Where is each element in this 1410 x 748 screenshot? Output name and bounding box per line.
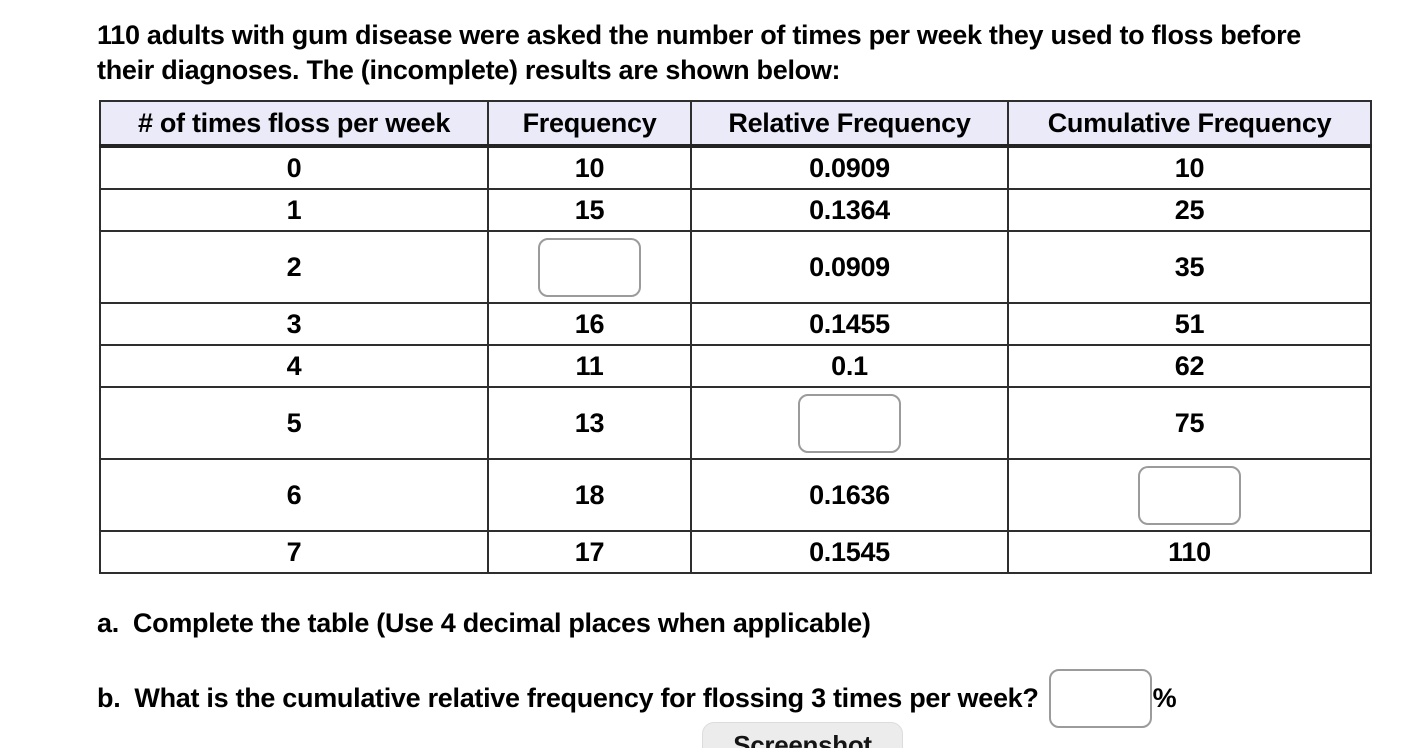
table-row: 5 13 75	[99, 386, 1372, 460]
cell-relative-frequency: 0.0909	[690, 230, 1009, 304]
question-a-text: Complete the table (Use 4 decimal places…	[132, 608, 871, 638]
cumulative-frequency-input-row-6[interactable]	[1138, 465, 1241, 525]
cell-times: 6	[99, 458, 489, 532]
col-header-relative-frequency: Relative Frequency	[690, 100, 1009, 148]
cell-cumulative-frequency: 110	[1007, 530, 1372, 574]
cell-frequency: 16	[487, 302, 692, 346]
cell-cumulative-frequency: 35	[1007, 230, 1372, 304]
frequency-input-row-2[interactable]	[538, 237, 641, 297]
problem-intro-line-2: their diagnoses. The (incomplete) result…	[97, 55, 841, 85]
cell-frequency: 18	[487, 458, 692, 532]
cell-cumulative-frequency: 10	[1007, 145, 1372, 190]
cell-relative-frequency: 0.1545	[690, 530, 1009, 574]
question-a-label: a.	[97, 608, 119, 638]
cell-times: 7	[99, 530, 489, 574]
cell-cumulative-frequency: 25	[1007, 188, 1372, 232]
table-header-row: # of times floss per week Frequency Rela…	[99, 100, 1372, 148]
cell-frequency: 17	[487, 530, 692, 574]
table-row: 2 0.0909 35	[99, 230, 1372, 304]
problem-intro: 110 adults with gum disease were asked t…	[97, 18, 1407, 88]
cell-frequency: 13	[487, 386, 692, 460]
col-header-times-floss: # of times floss per week	[99, 100, 489, 148]
cell-times: 4	[99, 344, 489, 388]
problem-intro-line-1: 110 adults with gum disease were asked t…	[97, 20, 1301, 50]
cell-cumulative-frequency	[1007, 458, 1372, 532]
col-header-cumulative-frequency: Cumulative Frequency	[1007, 100, 1372, 148]
cell-times: 3	[99, 302, 489, 346]
cell-frequency: 10	[487, 145, 692, 190]
cell-times: 0	[99, 145, 489, 190]
screenshot-button[interactable]: Screenshot	[702, 722, 903, 748]
cell-times: 1	[99, 188, 489, 232]
question-b-label: b.	[97, 683, 121, 713]
table-row: 1 15 0.1364 25	[99, 188, 1372, 232]
cell-relative-frequency	[690, 386, 1009, 460]
col-header-frequency: Frequency	[487, 100, 692, 148]
cell-cumulative-frequency: 51	[1007, 302, 1372, 346]
cell-frequency	[487, 230, 692, 304]
cell-times: 2	[99, 230, 489, 304]
cell-frequency: 11	[487, 344, 692, 388]
cell-relative-frequency: 0.1636	[690, 458, 1009, 532]
cell-relative-frequency: 0.1	[690, 344, 1009, 388]
cell-cumulative-frequency: 62	[1007, 344, 1372, 388]
question-a: a. Complete the table (Use 4 decimal plac…	[97, 608, 871, 639]
cell-relative-frequency: 0.1455	[690, 302, 1009, 346]
percent-sign: %	[1152, 683, 1177, 713]
cell-frequency: 15	[487, 188, 692, 232]
cell-cumulative-frequency: 75	[1007, 386, 1372, 460]
table-row: 6 18 0.1636	[99, 458, 1372, 532]
question-b-text: What is the cumulative relative frequenc…	[134, 683, 1039, 713]
table-row: 3 16 0.1455 51	[99, 302, 1372, 346]
frequency-table: # of times floss per week Frequency Rela…	[99, 100, 1372, 574]
table-row: 4 11 0.1 62	[99, 344, 1372, 388]
table-row: 7 17 0.1545 110	[99, 530, 1372, 574]
cell-relative-frequency: 0.0909	[690, 145, 1009, 190]
table-row: 0 10 0.0909 10	[99, 145, 1372, 190]
relative-frequency-input-row-5[interactable]	[798, 393, 901, 453]
question-b-answer-input[interactable]	[1048, 669, 1152, 728]
question-b: b. What is the cumulative relative freque…	[97, 669, 1177, 728]
cell-times: 5	[99, 386, 489, 460]
cell-relative-frequency: 0.1364	[690, 188, 1009, 232]
